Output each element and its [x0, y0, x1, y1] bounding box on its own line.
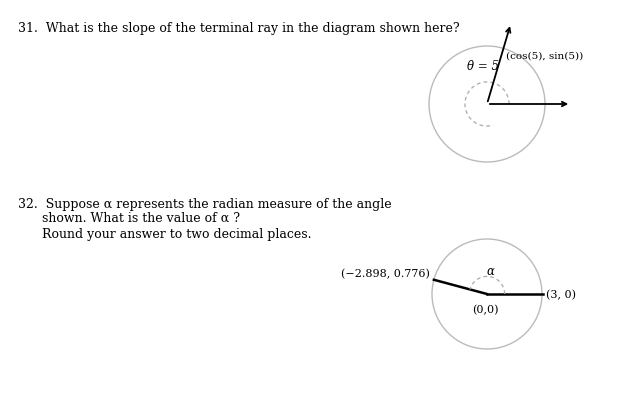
Text: (0,0): (0,0) — [472, 304, 498, 314]
Text: shown. What is the value of α ?: shown. What is the value of α ? — [18, 211, 240, 225]
Text: α: α — [486, 264, 494, 277]
Text: (3, 0): (3, 0) — [546, 289, 576, 300]
Text: (−2.898, 0.776): (−2.898, 0.776) — [341, 268, 430, 278]
Text: 31.  What is the slope of the terminal ray in the diagram shown here?: 31. What is the slope of the terminal ra… — [18, 22, 460, 35]
Text: θ = 5: θ = 5 — [467, 60, 499, 73]
Text: (cos(5), sin(5)): (cos(5), sin(5)) — [507, 51, 583, 60]
Text: Round your answer to two decimal places.: Round your answer to two decimal places. — [18, 227, 311, 241]
Text: 32.  Suppose α represents the radian measure of the angle: 32. Suppose α represents the radian meas… — [18, 198, 392, 211]
